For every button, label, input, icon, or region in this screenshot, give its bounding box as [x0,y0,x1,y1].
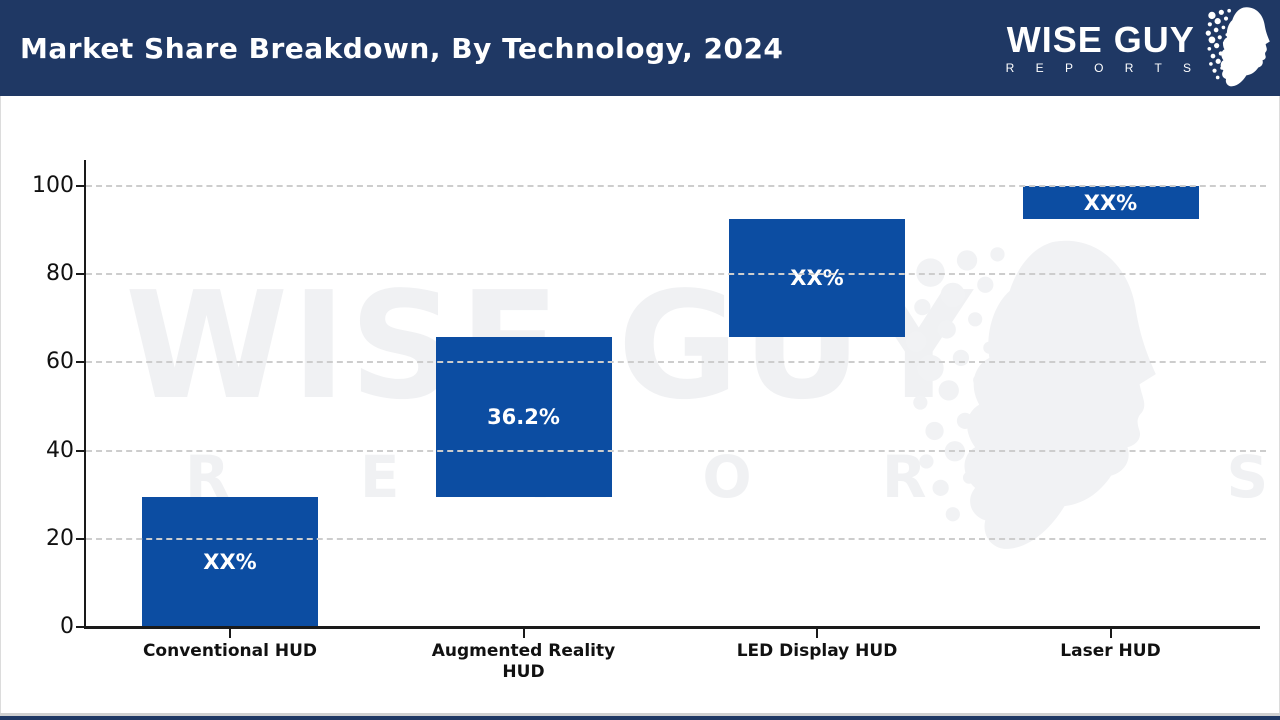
x-tick-2 [816,629,818,638]
y-tick-100 [76,185,85,187]
x-category-label-0: Conventional HUD [142,641,318,661]
y-tick-60 [76,361,85,364]
y-tick-20 [76,537,85,540]
x-tick-1 [522,629,525,638]
y-tick-label-100: 100 [32,173,74,198]
y-tick-40 [76,449,85,452]
gridline-40 [86,449,1266,452]
footer-bar [0,716,1280,720]
bottom-divider [0,713,1280,716]
header: Market Share Breakdown, By Technology, 2… [0,0,1280,96]
x-tick-3 [1109,629,1112,638]
x-tick-0 [229,629,231,638]
bar-value-label: XX% [203,549,257,574]
gridline-60 [86,361,1266,364]
bar-conventional-hud: XX% [142,496,318,627]
gridline-80 [86,273,1266,276]
page-title: Market Share Breakdown, By Technology, 2… [20,31,784,65]
bar-led-display-hud: XX% [729,219,905,338]
logo-subtitle: R E P O R T S [1005,60,1200,75]
y-tick-label-80: 80 [46,261,74,287]
bar-value-label: 36.2% [487,405,560,430]
wiseguy-logo: WISE GUY R E P O R T S [1002,0,1272,96]
x-axis-line [84,626,1260,629]
y-tick-label-0: 0 [60,614,74,639]
watermark-head-icon [900,232,1164,567]
bar-value-label: XX% [1083,190,1138,215]
y-tick-0 [76,626,85,628]
x-category-label-1: Augmented Reality HUD [431,641,616,682]
logo-wordmark: WISE GUY [1006,18,1195,60]
x-category-label-3: Laser HUD [1060,641,1161,661]
y-axis-line [84,160,86,629]
y-tick-label-40: 40 [46,437,74,463]
bar-value-label: XX% [790,266,844,291]
y-tick-label-60: 60 [46,349,74,375]
y-tick-80 [76,273,85,276]
logo-text: WISE GUY R E P O R T S [1002,18,1200,75]
gridline-20 [86,537,1266,540]
x-category-label-2: LED Display HUD [736,641,898,661]
left-edge-border [0,96,1,720]
y-tick-label-20: 20 [46,525,74,551]
gridline-100 [86,185,1266,187]
logo-head-icon [1204,5,1272,91]
bar-augmented-reality-hud: 36.2% [435,337,612,497]
bar-laser-hud: XX% [1022,186,1199,220]
